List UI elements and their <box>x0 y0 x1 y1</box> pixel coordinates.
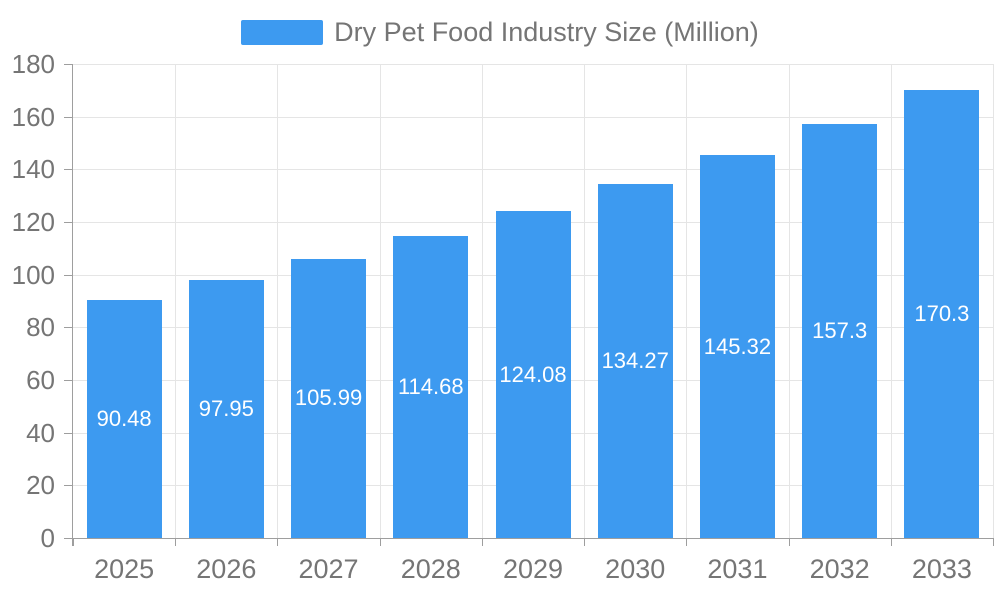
y-axis-tick-label: 0 <box>40 523 55 553</box>
bar[interactable] <box>495 211 571 538</box>
x-axis-tick-label: 2025 <box>94 554 155 584</box>
x-axis-line <box>64 538 993 539</box>
bar[interactable] <box>86 299 162 538</box>
x-axis-tick <box>277 538 279 546</box>
bar-value-label: 145.32 <box>703 333 772 359</box>
bar[interactable] <box>393 236 469 538</box>
bar-value-label: 134.27 <box>601 348 669 374</box>
gridline-horizontal <box>73 169 993 171</box>
bar-value-label: 90.48 <box>96 405 152 431</box>
legend-label: Dry Pet Food Industry Size (Million) <box>334 17 759 47</box>
y-axis-tick <box>64 432 73 434</box>
gridline-vertical <box>277 64 279 538</box>
y-axis-tick <box>64 222 73 223</box>
x-axis-tick-label: 2032 <box>809 554 870 584</box>
y-axis-tick-label: 60 <box>26 365 55 395</box>
bar[interactable] <box>802 123 878 538</box>
y-axis-tick <box>64 380 73 381</box>
x-axis-tick-label: 2026 <box>196 554 257 584</box>
x-axis-tick-label: 2028 <box>400 554 461 584</box>
y-axis-tick-label: 140 <box>11 154 55 185</box>
x-axis-tick <box>788 538 790 546</box>
gridline-vertical <box>379 64 381 538</box>
legend[interactable]: Dry Pet Food Industry Size (Million) <box>0 17 1000 48</box>
x-axis-tick-label: 2030 <box>605 554 666 584</box>
bar[interactable] <box>188 280 264 538</box>
x-axis-tick-label: 2027 <box>298 554 359 584</box>
bar-value-label: 124.08 <box>499 361 567 387</box>
x-axis-tick <box>584 538 586 546</box>
y-axis-tick <box>64 116 73 118</box>
gridline-horizontal <box>73 64 993 65</box>
y-axis-tick <box>64 169 73 171</box>
y-axis-tick-label: 100 <box>11 259 55 290</box>
y-axis-line <box>72 64 73 546</box>
y-axis-tick-label: 40 <box>26 417 55 448</box>
y-axis-tick <box>64 64 73 65</box>
y-axis-tick-label: 160 <box>11 101 55 132</box>
x-axis-tick <box>993 538 994 546</box>
bar-value-label: 170.3 <box>914 300 970 326</box>
y-axis-tick <box>64 274 73 276</box>
y-axis-tick-label: 120 <box>11 207 55 237</box>
gridline-vertical <box>890 64 892 538</box>
gridline-vertical <box>788 64 790 538</box>
bar[interactable] <box>904 89 980 538</box>
bar-value-label: 105.99 <box>294 385 363 411</box>
bar[interactable] <box>699 155 775 538</box>
gridline-vertical <box>584 64 586 538</box>
x-axis-tick <box>481 538 483 546</box>
gridline-horizontal <box>73 116 993 118</box>
y-axis-tick <box>64 538 73 539</box>
bar[interactable] <box>597 184 673 538</box>
x-axis-tick-label: 2029 <box>502 554 564 584</box>
bar-value-label: 157.3 <box>812 317 868 343</box>
legend-swatch-icon <box>241 20 324 45</box>
gridline-vertical <box>993 64 994 538</box>
x-axis-tick <box>379 538 381 546</box>
y-axis-tick-label: 20 <box>26 470 55 501</box>
gridline-vertical <box>686 64 688 538</box>
x-axis-tick <box>73 538 74 546</box>
x-axis-tick <box>686 538 688 546</box>
y-axis-tick-label: 80 <box>26 312 55 343</box>
bar-value-label: 114.68 <box>397 374 464 399</box>
gridline-vertical <box>481 64 483 538</box>
x-axis-tick-label: 2031 <box>707 554 768 584</box>
y-axis-tick <box>64 485 73 487</box>
x-axis-tick <box>175 538 177 546</box>
x-axis-tick-label: 2033 <box>911 554 972 584</box>
y-axis-tick <box>64 327 73 329</box>
bar-value-label: 97.95 <box>198 396 254 422</box>
y-axis-tick-label: 180 <box>11 49 55 79</box>
x-axis-tick <box>890 538 892 546</box>
bar[interactable] <box>291 258 367 538</box>
plot-area: 90.48 97.95 105.99 114.68 124.08 134.27 145.32… <box>12 49 994 584</box>
gridline-vertical <box>175 64 177 538</box>
